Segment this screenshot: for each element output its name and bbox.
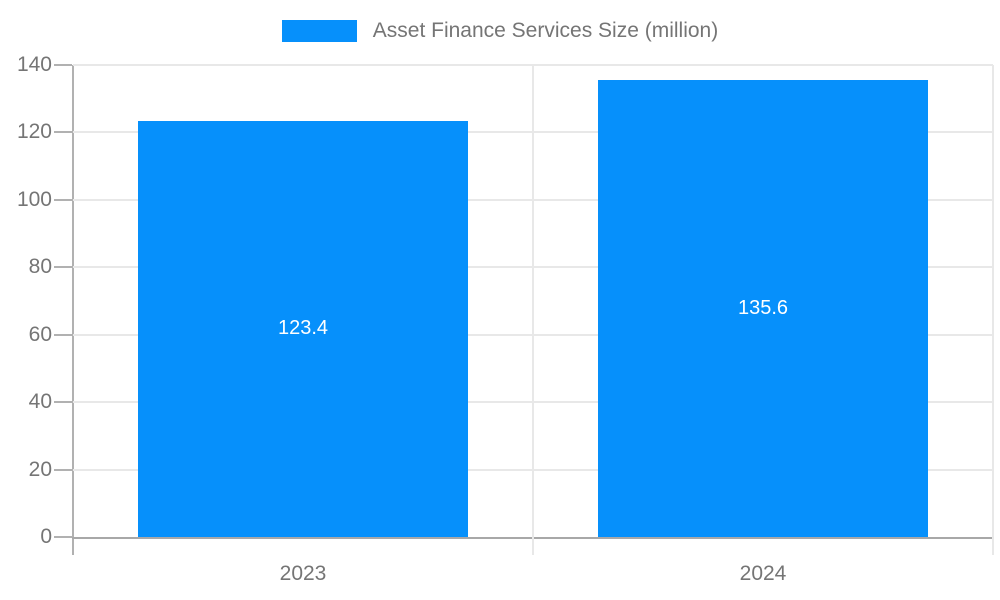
y-tick-label: 120 — [16, 120, 52, 144]
y-tick-label: 60 — [28, 322, 52, 346]
y-tick — [54, 64, 72, 66]
y-tick-label: 40 — [28, 390, 52, 414]
y-tick-label: 140 — [16, 53, 52, 76]
bar-2024[interactable]: 135.6 — [598, 79, 928, 537]
legend-swatch — [281, 20, 357, 42]
y-axis-line — [72, 65, 74, 555]
bar-2023[interactable]: 123.4 — [138, 120, 468, 537]
y-tick — [54, 266, 72, 269]
x-tick — [72, 539, 74, 555]
gridline — [532, 65, 534, 555]
x-axis-label-2024: 2024 — [739, 562, 787, 585]
y-tick — [54, 536, 72, 538]
gridline — [992, 65, 994, 555]
y-tick — [54, 198, 72, 201]
legend[interactable]: Asset Finance Services Size (million) — [0, 17, 1000, 45]
y-tick-label: 80 — [28, 255, 52, 279]
y-tick-label: 100 — [16, 187, 52, 211]
y-tick — [54, 401, 72, 404]
y-tick-label: 0 — [40, 525, 52, 548]
y-tick — [54, 333, 72, 336]
bar-value-label: 135.6 — [737, 296, 789, 319]
bar-value-label: 123.4 — [277, 317, 329, 340]
x-axis-label-2023: 2023 — [279, 562, 327, 585]
y-tick-label: 20 — [28, 457, 52, 481]
legend-label: Asset Finance Services Size (million) — [372, 19, 719, 42]
y-tick — [54, 468, 72, 471]
y-tick — [54, 131, 72, 134]
